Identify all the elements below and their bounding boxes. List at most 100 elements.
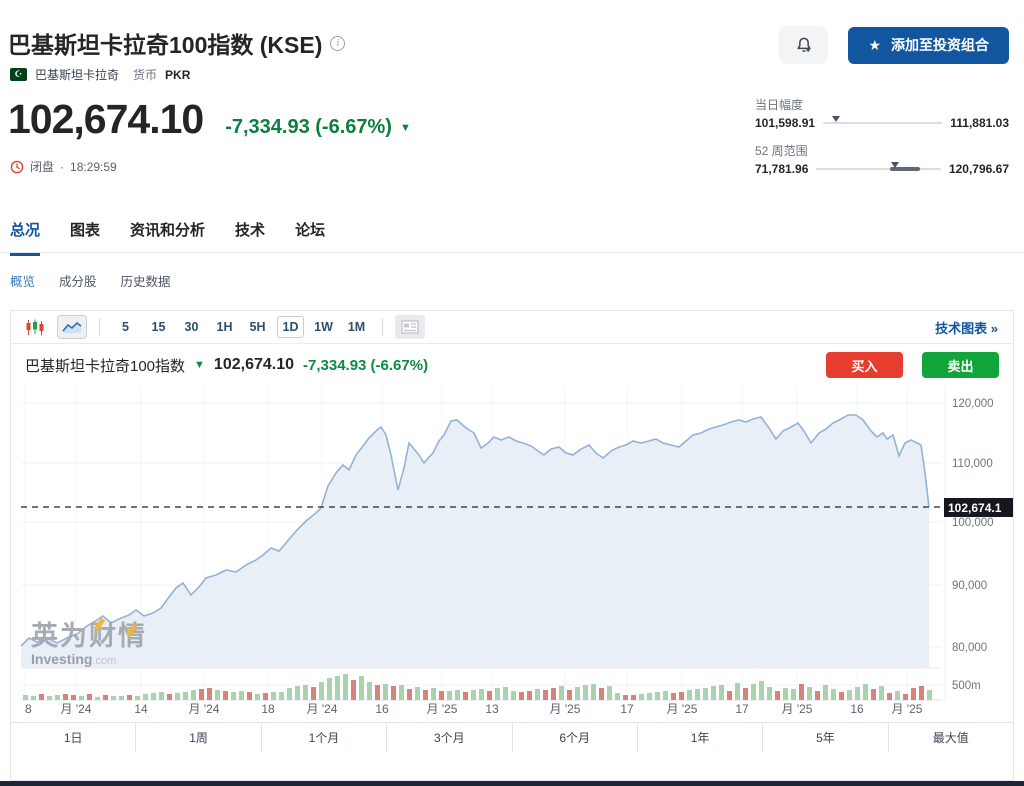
volume-bar (815, 691, 820, 700)
volume-bar (775, 691, 780, 700)
price-block: 102,674.10 -7,334.93 (-6.67%) ▼ (8, 96, 411, 143)
week52-range-label: 52 周范围 (755, 144, 808, 158)
tab-技术[interactable]: 技术 (235, 222, 266, 239)
interval-30[interactable]: 30 (178, 316, 205, 338)
volume-bar (303, 685, 308, 700)
volume-bar (271, 692, 276, 700)
volume-bar (47, 696, 52, 700)
volume-bar (527, 691, 532, 700)
subtab-历史数据[interactable]: 历史数据 (120, 275, 171, 289)
price-line (20, 414, 930, 647)
chart-header: 巴基斯坦卡拉奇100指数 ▼ 102,674.10 -7,334.93 (-6.… (11, 344, 1013, 386)
volume-bar (55, 695, 60, 700)
week52-range-row: 71,781.96 120,796.67 (755, 162, 1009, 176)
range-1年[interactable]: 1年 (637, 723, 764, 752)
x-axis-label: 月 '25 (427, 702, 458, 716)
technical-chart-link[interactable]: 技术图表 » (935, 320, 998, 336)
sell-button[interactable]: 卖出 (922, 352, 999, 378)
volume-bar (711, 686, 716, 700)
x-axis-label: 18 (261, 702, 275, 716)
x-axis-label: 8 (25, 702, 32, 716)
volume-bar (207, 688, 212, 700)
volume-bar (647, 693, 652, 700)
create-alert-button[interactable] (779, 26, 829, 64)
volume-bar (663, 691, 668, 700)
tab-资讯和分析[interactable]: 资讯和分析 (130, 222, 206, 239)
volume-bar (879, 686, 884, 700)
buy-button[interactable]: 买入 (826, 352, 903, 378)
range-最大值[interactable]: 最大值 (888, 723, 1013, 752)
range-6个月[interactable]: 6个月 (512, 723, 638, 752)
volume-bar (567, 690, 572, 700)
x-axis-label: 16 (375, 702, 389, 716)
price-change-value: -7,334.93 (-6.67%) (225, 116, 392, 138)
volume-bar (87, 694, 92, 700)
interval-1W[interactable]: 1W (310, 316, 337, 338)
volume-bar (559, 686, 564, 700)
interval-1D[interactable]: 1D (277, 316, 304, 338)
ranges-block: 当日幅度 101,598.91 111,881.03 52 周范围 71,781… (755, 96, 1009, 188)
volume-bar (535, 689, 540, 700)
interval-1H[interactable]: 1H (211, 316, 238, 338)
volume-bar (191, 690, 196, 700)
volume-bar (143, 694, 148, 700)
market-status: 闭盘 · 18:29:59 (10, 158, 117, 175)
add-to-portfolio-button[interactable]: ★ 添加至投资组合 (848, 26, 1009, 64)
candlestick-chart-icon[interactable] (20, 315, 50, 339)
tab-图表[interactable]: 图表 (70, 222, 101, 239)
tab-总况[interactable]: 总况 (10, 219, 41, 256)
price-area-fill (21, 415, 929, 668)
subtab-成分股[interactable]: 成分股 (59, 275, 97, 289)
interval-5[interactable]: 5 (112, 316, 139, 338)
volume-bar (335, 676, 340, 700)
current-price-tag (944, 498, 1013, 517)
interval-5H[interactable]: 5H (244, 316, 271, 338)
tab-论坛[interactable]: 论坛 (295, 222, 326, 239)
volume-bar (863, 684, 868, 700)
volume-bar (231, 692, 236, 700)
tabs-divider (0, 252, 1024, 253)
volume-bar (167, 694, 172, 700)
price-chart[interactable]: 8 月 '24 14 月 '24 18 月 '24 16 月 '25 13 月 '25 17 月 '2… (11, 386, 1013, 752)
volume-bar (519, 692, 524, 700)
range-3个月[interactable]: 3个月 (387, 723, 513, 752)
x-axis-label: 月 '24 (61, 702, 92, 716)
x-axis-label: 月 '25 (782, 702, 813, 716)
range-1个月[interactable]: 1个月 (261, 723, 388, 752)
volume-bar (95, 697, 100, 700)
volume-bar (463, 692, 468, 700)
volume-bar (175, 693, 180, 700)
volume-bar (287, 688, 292, 700)
volume-bar (607, 686, 612, 700)
volume-bar (407, 689, 412, 700)
info-icon[interactable]: i (330, 35, 346, 51)
interval-1M[interactable]: 1M (343, 316, 370, 338)
area-chart-icon[interactable] (57, 315, 87, 339)
volume-bar (255, 694, 260, 700)
volume-bar (767, 687, 772, 700)
range-1日[interactable]: 1日 (11, 723, 137, 752)
interval-15[interactable]: 15 (145, 316, 172, 338)
add-to-portfolio-label: 添加至投资组合 (891, 37, 989, 53)
volume-bar (151, 693, 156, 700)
currency-label: 货币 (133, 68, 158, 82)
subtab-概览[interactable]: 概览 (10, 275, 36, 289)
time-range-selector: 1日 1周 1个月 3个月 6个月 1年 5年 最大值 (11, 722, 1013, 752)
range-1周[interactable]: 1周 (136, 723, 262, 752)
volume-bar (471, 690, 476, 700)
volume-bar (751, 684, 756, 700)
news-panel-icon[interactable] (395, 315, 425, 339)
volume-bar (223, 691, 228, 700)
week52-range-low: 71,781.96 (755, 162, 809, 176)
x-axis-label: 月 '24 (307, 702, 338, 716)
volume-bar (367, 682, 372, 700)
chart-price: 102,674.10 (213, 356, 294, 373)
price-chart-svg[interactable]: 8 月 '24 14 月 '24 18 月 '24 16 月 '25 13 月 '25 17 月 '2… (11, 386, 1013, 752)
volume-bar (319, 682, 324, 700)
volume-bar (583, 685, 588, 700)
volume-bar (919, 686, 924, 700)
range-5年[interactable]: 5年 (763, 723, 889, 752)
volume-bar (111, 696, 116, 700)
volume-bar (415, 687, 420, 700)
week52-day-segment (889, 167, 920, 171)
